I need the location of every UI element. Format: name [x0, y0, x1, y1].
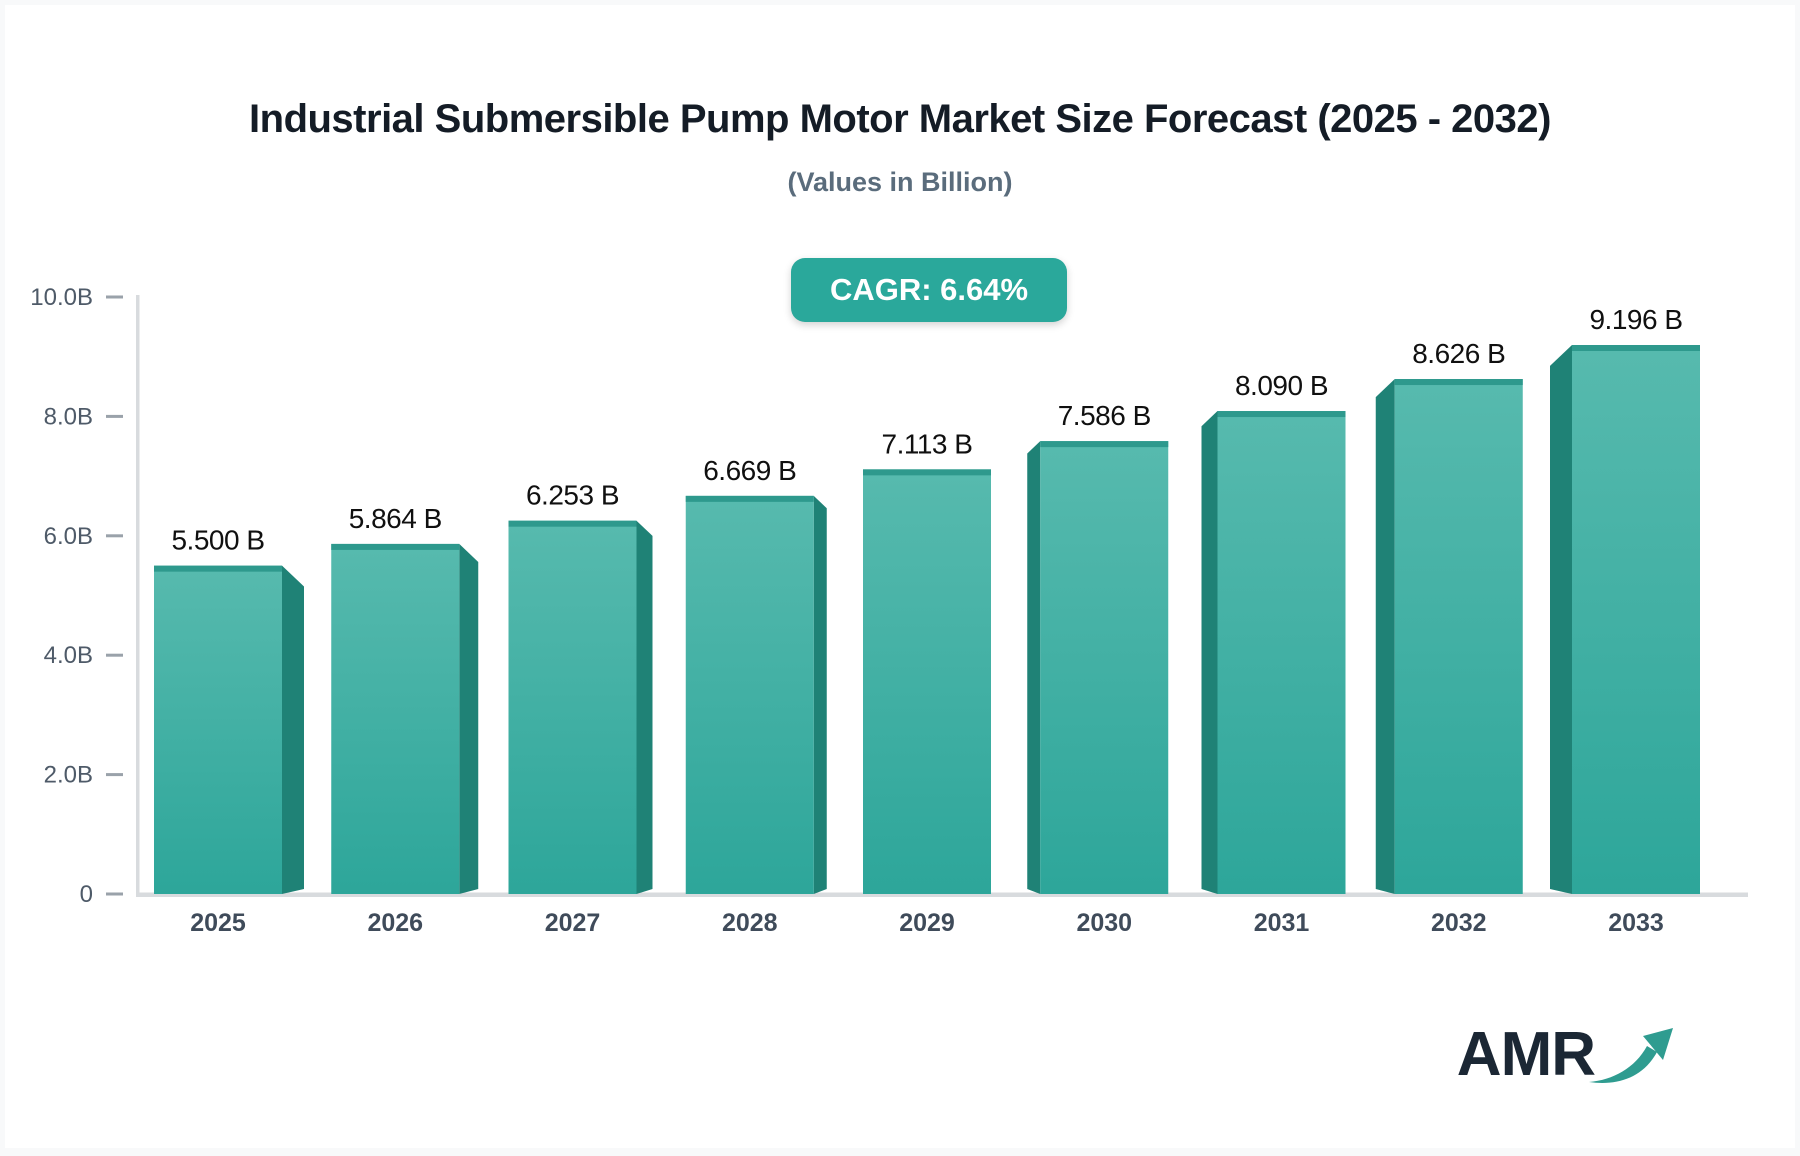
y-tick-mark: [106, 773, 123, 777]
bar-top-edge: [863, 469, 991, 476]
bar-value-label: 6.253 B: [526, 480, 619, 511]
bar-front-face: [508, 520, 637, 894]
y-tick-label: 4.0B: [44, 642, 93, 669]
axes: 0 2.0B 4.0B 6.0B 8.0B 10.0B: [30, 284, 1748, 908]
bar-front-face: [1040, 441, 1169, 894]
bar-front-face: [863, 469, 991, 894]
y-tick-label: 10.0B: [30, 284, 93, 311]
y-tick-label: 2.0B: [44, 762, 93, 789]
bar-side-face: [1201, 411, 1218, 894]
growth-arrow-icon: [1589, 1028, 1673, 1083]
amr-logo: AMR: [1457, 1024, 1677, 1100]
y-tick-mark: [106, 892, 123, 896]
bar-side-face: [636, 520, 653, 894]
x-axis-label: 2026: [367, 909, 423, 937]
bar-side-face: [813, 495, 827, 894]
bar-front-face: [685, 495, 814, 894]
bar-top-edge: [685, 495, 814, 502]
bar-value-label: 5.500 B: [171, 525, 264, 556]
y-axis-line: [136, 295, 140, 896]
x-axis-line: [136, 892, 1748, 897]
bar-top-edge: [508, 520, 637, 527]
bar-top-edge: [154, 565, 282, 572]
cagr-badge: CAGR: 6.64%: [791, 258, 1067, 322]
bar-2033: [1550, 344, 1700, 895]
bar-value-label: 8.626 B: [1412, 338, 1505, 369]
bar-value-label: 7.586 B: [1058, 400, 1151, 431]
bar-value-label: 5.864 B: [349, 503, 442, 534]
bar-side-face: [1375, 379, 1395, 894]
bar-2031: [1201, 411, 1346, 894]
bar-side-face: [1550, 344, 1572, 895]
bar-front-face: [1217, 411, 1346, 894]
y-tick-mark: [106, 534, 123, 538]
x-axis-label: 2029: [899, 909, 955, 937]
bar-top-edge: [1572, 344, 1700, 351]
bar-side-face: [459, 543, 479, 894]
bar-series: [154, 344, 1700, 895]
chart-title: Industrial Submersible Pump Motor Market…: [249, 97, 1551, 141]
bar-value-label: 8.090 B: [1235, 370, 1328, 401]
y-tick-label: 8.0B: [44, 403, 93, 430]
bar-2028: [685, 495, 827, 894]
y-tick-label: 0: [80, 881, 93, 908]
y-tick-mark: [106, 653, 123, 657]
y-tick-mark: [106, 295, 123, 299]
bar-chart: 0 2.0B 4.0B 6.0B 8.0B 10.0B 5.500 B 2025 5.864 …: [30, 284, 1748, 937]
bar-top-edge: [1217, 411, 1346, 418]
y-tick-mark: [106, 414, 123, 418]
x-axis-label: 2033: [1608, 909, 1664, 937]
chart-subtitle: (Values in Billion): [787, 167, 1013, 197]
bar-value-label: 6.669 B: [703, 455, 796, 486]
x-axis-label: 2031: [1254, 909, 1310, 937]
bar-top-edge: [331, 543, 460, 550]
bar-front-face: [1394, 379, 1523, 894]
bar-2029: [863, 469, 991, 894]
bar-2026: [331, 543, 479, 894]
bar-front-face: [1572, 344, 1700, 895]
x-axis-label: 2025: [190, 909, 246, 937]
amr-logo-text: AMR: [1456, 1020, 1596, 1089]
bar-front-face: [331, 543, 460, 894]
x-axis-label: 2027: [545, 909, 601, 937]
bar-top-edge: [1394, 379, 1523, 386]
bar-value-label: 9.196 B: [1589, 304, 1682, 335]
bar-top-edge: [1040, 441, 1169, 448]
bar-value-label: 7.113 B: [882, 428, 973, 459]
cagr-badge-label: CAGR: 6.64%: [829, 272, 1029, 307]
y-tick-label: 6.0B: [44, 523, 93, 550]
x-axis-label: 2030: [1076, 909, 1132, 937]
bar-side-face: [1027, 441, 1041, 894]
bar-2032: [1375, 379, 1523, 894]
labels: 5.500 B 2025 5.864 B 2026 6.253 B 2027 6.669 B…: [171, 304, 1683, 937]
bar-2030: [1027, 441, 1169, 894]
bar-2027: [508, 520, 653, 894]
chart-canvas: Industrial Submersible Pump Motor Market…: [5, 5, 1795, 1148]
bar-front-face: [154, 565, 282, 894]
x-axis-label: 2028: [722, 909, 778, 937]
bar-2025: [154, 565, 304, 894]
x-axis-label: 2032: [1431, 909, 1487, 937]
bar-side-face: [282, 565, 304, 894]
